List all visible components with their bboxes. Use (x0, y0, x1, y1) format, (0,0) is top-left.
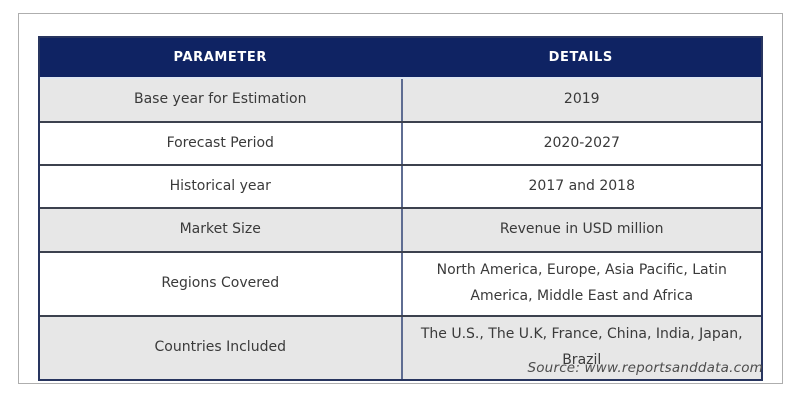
cell-parameter: Historical year (169, 177, 271, 194)
cell-details: The U.S., The U.K, France, China, India,… (400, 316, 762, 379)
outer-frame: PARAMETER DETAILS Base year for Estimati… (18, 13, 783, 384)
table-row: Market Size Revenue in USD million (40, 207, 761, 251)
table-row: Base year for Estimation 2019 (40, 79, 761, 121)
cell-details: 2020-2027 (400, 123, 762, 164)
parameters-table: PARAMETER DETAILS Base year for Estimati… (38, 36, 763, 381)
table-row: Forecast Period 2020-2027 (40, 121, 761, 164)
table-header-row: PARAMETER DETAILS (40, 38, 761, 79)
cell-parameter: Base year for Estimation (134, 91, 307, 108)
cell-parameter: Forecast Period (166, 134, 274, 151)
cell-details: 2019 (400, 79, 762, 121)
table-row: Historical year 2017 and 2018 (40, 164, 761, 207)
cell-details: North America, Europe, Asia Pacific, Lat… (400, 253, 762, 315)
cell-parameter: Countries Included (154, 338, 286, 355)
source-note: Source: www.reportsanddata.com (527, 360, 763, 376)
header-cell-parameter: PARAMETER (173, 50, 267, 65)
cell-details: 2017 and 2018 (400, 166, 762, 207)
table-row: Regions Covered North America, Europe, A… (40, 251, 761, 315)
cell-parameter: Market Size (179, 221, 261, 238)
header-cell-details: DETAILS (548, 50, 613, 65)
cell-details: Revenue in USD million (400, 209, 762, 251)
table-row: Countries Included The U.S., The U.K, Fr… (40, 314, 762, 379)
cell-parameter: Regions Covered (161, 274, 280, 291)
